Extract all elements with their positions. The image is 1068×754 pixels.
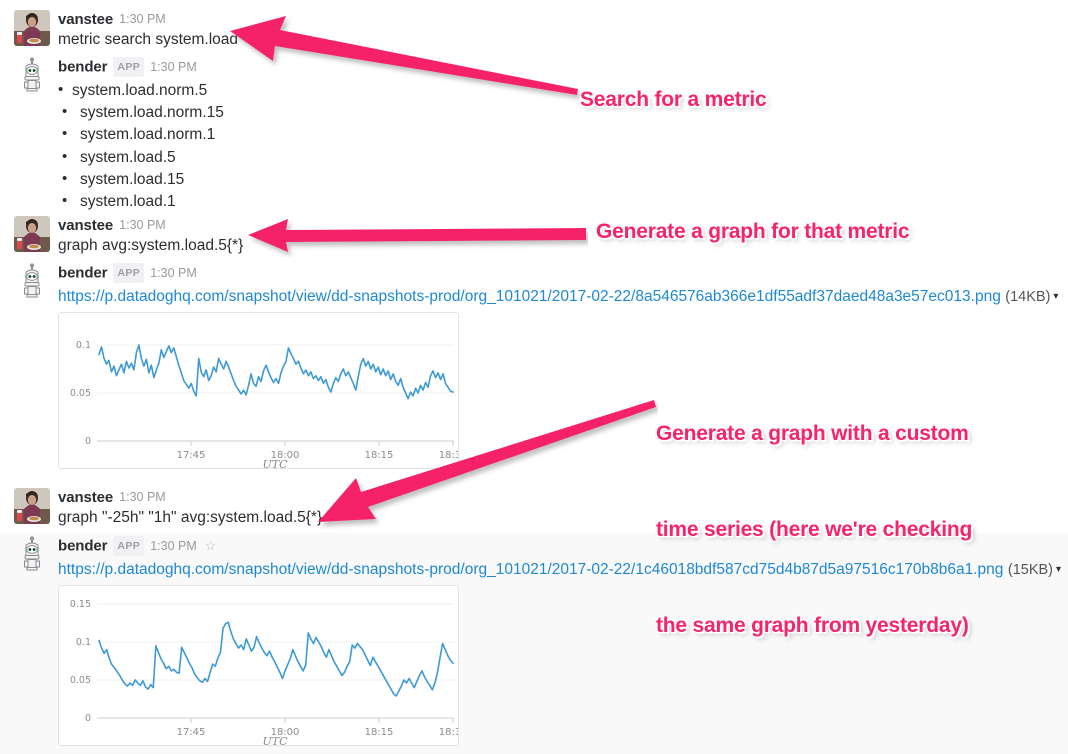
chart-1-xtick-3: 18:3 [439,450,458,461]
snapshot-chart-card-2[interactable]: 0.15 0.1 0.05 0 17:45 18:00 18:15 18:3 U… [58,585,459,746]
message-header: bender APP 1:30 PM [58,263,1060,283]
chart-2-xtick-0: 17:45 [177,727,206,738]
annotation-arrow-3 [318,400,656,522]
message-author[interactable]: vanstee [58,11,114,28]
message-row: vanstee 1:30 PM metric search system.load [0,10,1068,56]
chart-2-xtick-3: 18:3 [439,727,458,738]
chart-2-xticks [190,718,454,723]
metric-results-list: system.load.norm.5 system.load.norm.15 s… [58,79,1060,213]
chart-2-xtick-1: 18:00 [271,727,300,738]
list-item: system.load.norm.1 [58,123,1060,146]
annotation-label-3-line-3: the same graph from yesterday) [656,614,969,637]
message-row: bender APP 1:30 PM https://p.datadoghq.com… [0,263,1068,478]
list-item: system.load.15 [58,168,1060,191]
chart-1-xtick-1: 18:00 [271,450,300,461]
avatar[interactable] [14,263,50,299]
chart-2-svg: 0.15 0.1 0.05 0 17:45 18:00 18:15 18:3 U… [70,599,458,745]
message-header: vanstee 1:30 PM [58,488,1060,507]
message-timestamp[interactable]: 1:30 PM [119,12,166,26]
message-row: bender APP 1:30 PM system.load.norm.5 syst… [0,57,1068,212]
message-header: bender APP 1:30 PM [58,57,1060,77]
chart-2-ytick-2: 0.1 [76,637,91,648]
star-icon[interactable]: ☆ [204,537,217,553]
chart-1-svg: 0.1 0.05 0 17:45 18:00 18:15 18:3 UTC [70,340,458,468]
snapshot-link[interactable]: https://p.datadoghq.com/snapshot/view/dd… [58,561,1004,578]
chart-1-series-line [98,344,454,400]
chart-1-xlabel: UTC [262,458,288,468]
list-item: system.load.norm.5 [58,79,1060,102]
chart-1-gridlines [97,344,454,442]
chart-2-ytick-3: 0.15 [70,599,91,610]
chevron-down-icon[interactable]: ▾ [1056,564,1062,575]
chart-1-ytick-0: 0 [85,436,91,447]
message-timestamp[interactable]: 1:30 PM [119,490,166,504]
avatar[interactable] [14,216,50,252]
chart-2-gridlines [97,603,454,719]
avatar[interactable] [14,10,50,46]
chart-1-ytick-1: 0.05 [70,388,91,399]
message-row: vanstee 1:30 PM graph "-25h" "1h" avg:sys… [0,488,1068,533]
chart-1-xtick-2: 18:15 [365,450,394,461]
message-header: vanstee 1:30 PM [58,10,1060,29]
chart-1-xtick-0: 17:45 [177,450,206,461]
chart-1-xticks [190,441,454,446]
message-author[interactable]: bender [58,58,108,76]
annotation-arrow-1 [230,16,578,95]
message-timestamp[interactable]: 1:30 PM [150,59,197,74]
message-header: bender APP 1:30 PM ☆ [58,536,1060,556]
message-row: bender APP 1:30 PM ☆ https://p.datadoghq.co… [0,536,1068,751]
avatar[interactable] [14,488,50,524]
annotation-label-3-line-2: time series (here we're checking [656,518,973,541]
chevron-down-icon[interactable]: ▾ [1053,291,1059,302]
annotation-label-2: Generate a graph for that metric [596,220,910,243]
avatar[interactable] [14,57,50,93]
message-text: metric search system.load [58,31,239,48]
message-author[interactable]: vanstee [58,489,114,506]
app-badge: APP [113,263,145,283]
list-item: system.load.norm.15 [58,101,1060,124]
app-badge: APP [113,57,145,77]
annotation-label-1: Search for a metric [580,88,767,111]
annotation-label-3-line-1: Generate a graph with a custom [656,422,969,445]
message-text: graph "-25h" "1h" avg:system.load.5{*} [58,509,323,526]
app-badge: APP [113,536,145,556]
chart-2-ytick-0: 0 [85,713,91,724]
file-size-label: (15KB) [1007,562,1053,578]
message-author[interactable]: bender [58,537,108,555]
message-row: vanstee 1:30 PM graph avg:system.load.5{*… [0,216,1068,262]
chart-2-series-line [98,621,454,697]
chart-2-ytick-1: 0.05 [70,675,91,686]
chart-1-ytick-2: 0.1 [76,340,91,351]
snapshot-link[interactable]: https://p.datadoghq.com/snapshot/view/dd… [58,288,1001,305]
snapshot-chart-card-1[interactable]: 0.1 0.05 0 17:45 18:00 18:15 18:3 UTC [58,312,459,469]
avatar[interactable] [14,536,50,572]
list-item: system.load.1 [58,190,1060,213]
message-text: graph avg:system.load.5{*} [58,237,244,254]
message-timestamp[interactable]: 1:30 PM [119,218,166,232]
message-timestamp[interactable]: 1:30 PM [150,265,197,280]
annotation-label-3: Generate a graph with a custom time seri… [656,354,972,706]
chart-2-xlabel: UTC [262,735,288,745]
file-size-label: (14KB) [1005,289,1051,305]
chart-2-xtick-2: 18:15 [365,727,394,738]
message-author[interactable]: bender [58,264,108,282]
annotation-arrow-2 [248,219,586,252]
message-timestamp[interactable]: 1:30 PM [150,538,197,553]
list-item: system.load.5 [58,146,1060,169]
message-header: vanstee 1:30 PM [58,216,1060,235]
message-author[interactable]: vanstee [58,217,114,234]
